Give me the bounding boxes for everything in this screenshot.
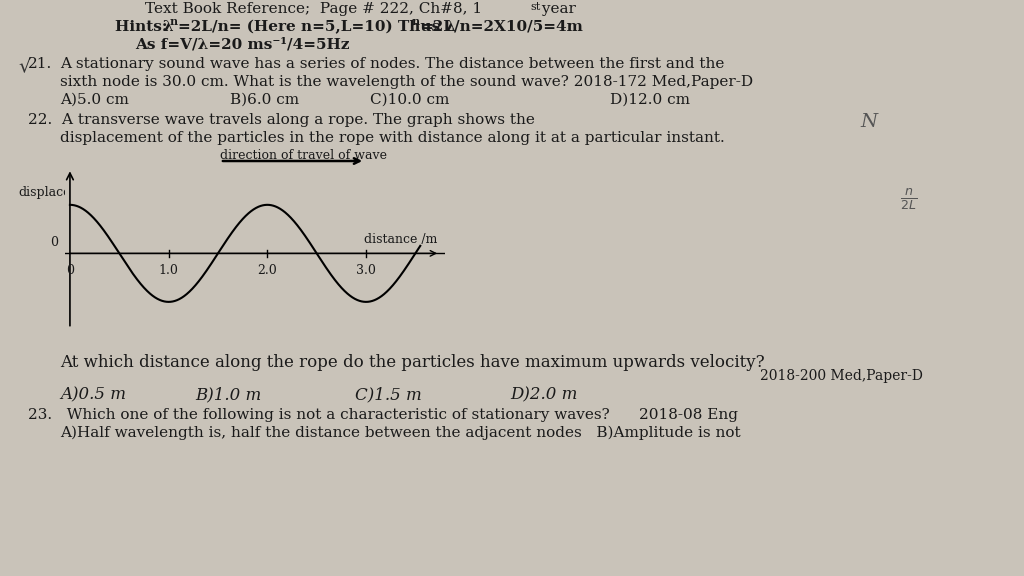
Text: √: √	[18, 57, 31, 75]
Text: A)Half wavelength is, half the distance between the adjacent nodes   B)Amplitude: A)Half wavelength is, half the distance …	[60, 426, 740, 441]
Text: As f=V/λ=20 ms⁻¹/4=5Hz: As f=V/λ=20 ms⁻¹/4=5Hz	[135, 38, 349, 52]
Text: Text Book Reference;  Page # 222, Ch#8, 1: Text Book Reference; Page # 222, Ch#8, 1	[145, 2, 482, 16]
Text: 0: 0	[66, 264, 74, 277]
Text: sixth node is 30.0 cm. What is the wavelength of the sound wave? 2018-172 Med,Pa: sixth node is 30.0 cm. What is the wavel…	[60, 75, 753, 89]
Text: N: N	[860, 113, 878, 131]
Text: C)1.5 m: C)1.5 m	[355, 386, 422, 403]
Text: 2.0: 2.0	[257, 264, 278, 277]
Text: st: st	[530, 2, 541, 12]
Text: A)0.5 m: A)0.5 m	[60, 386, 126, 403]
Text: Hints:: Hints:	[115, 20, 173, 34]
Text: displacement: displacement	[18, 186, 102, 199]
Text: 23.   Which one of the following is not a characteristic of stationary waves?   : 23. Which one of the following is not a …	[28, 408, 738, 422]
Text: year: year	[537, 2, 575, 16]
Text: 21.: 21.	[28, 57, 52, 71]
Text: =2L/n=2X10/5=4m: =2L/n=2X10/5=4m	[420, 20, 583, 34]
Text: 3.0: 3.0	[356, 264, 376, 277]
Text: 2018-200 Med,Paper-D: 2018-200 Med,Paper-D	[760, 369, 923, 383]
Text: D)12.0 cm: D)12.0 cm	[610, 93, 690, 107]
Text: direction of travel of wave: direction of travel of wave	[220, 149, 387, 162]
Text: displacement of the particles in the rope with distance along it at a particular: displacement of the particles in the rop…	[60, 131, 725, 145]
Text: n: n	[412, 16, 420, 27]
Text: 1.0: 1.0	[159, 264, 178, 277]
Text: 22.  A transverse wave travels along a rope. The graph shows the: 22. A transverse wave travels along a ro…	[28, 113, 535, 127]
Text: λ: λ	[162, 20, 173, 34]
Text: distance /m: distance /m	[364, 233, 437, 246]
Text: $\frac{n}{2L}$: $\frac{n}{2L}$	[900, 186, 918, 212]
Text: A stationary sound wave has a series of nodes. The distance between the first an: A stationary sound wave has a series of …	[60, 57, 724, 71]
Text: n: n	[170, 16, 178, 27]
Text: A)5.0 cm: A)5.0 cm	[60, 93, 129, 107]
Text: D)2.0 m: D)2.0 m	[510, 386, 578, 403]
Text: B)6.0 cm: B)6.0 cm	[230, 93, 299, 107]
Text: B)1.0 m: B)1.0 m	[195, 386, 261, 403]
Text: At which distance along the rope do the particles have maximum upwards velocity?: At which distance along the rope do the …	[60, 354, 765, 371]
Text: 0: 0	[50, 237, 58, 249]
Text: C)10.0 cm: C)10.0 cm	[370, 93, 450, 107]
Text: =2L/n= (Here n=5,L=10) Thus λ: =2L/n= (Here n=5,L=10) Thus λ	[178, 20, 456, 34]
